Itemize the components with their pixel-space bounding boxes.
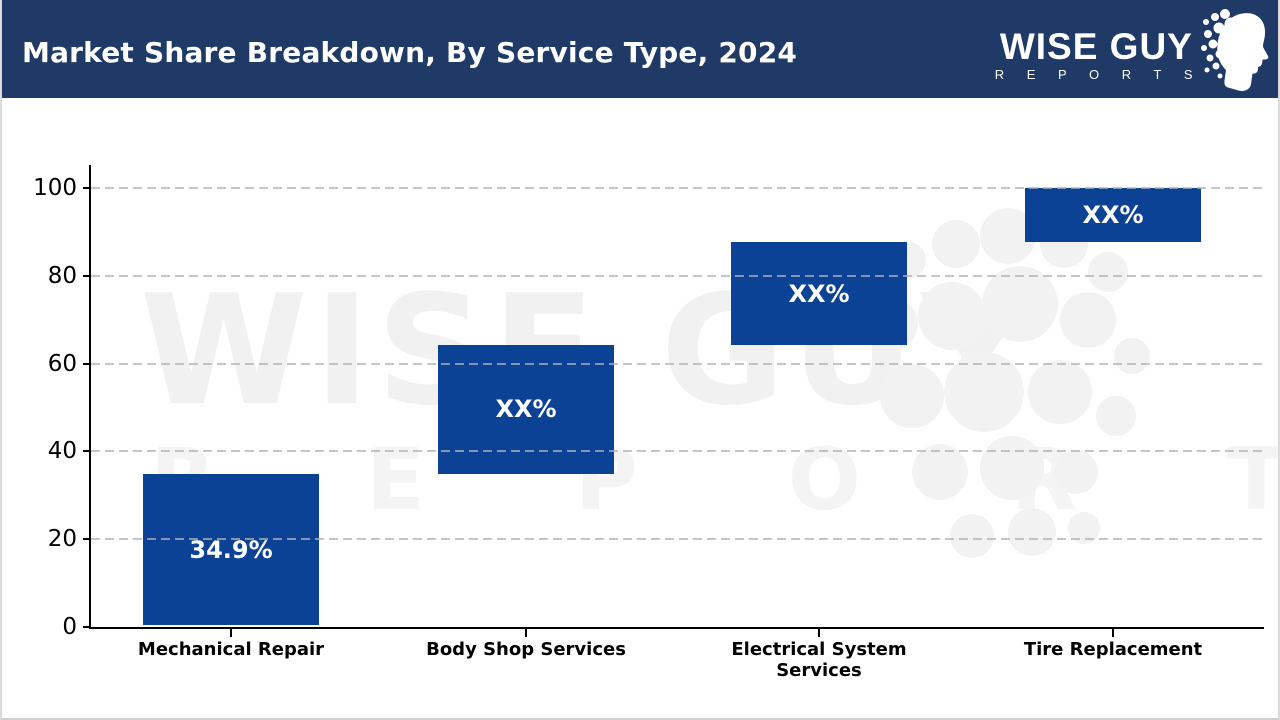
logo-subtitle: R E P O R T S (994, 67, 1202, 82)
y-tick-mark (83, 626, 91, 628)
x-tick-mark (818, 629, 820, 637)
wise-guy-reports-logo: WISE GUY R E P O R T S (995, 6, 1270, 94)
logo-wordmark: WISE GUY (999, 26, 1193, 67)
category-label: Electrical System Services (731, 639, 907, 681)
y-tick-label: 60 (47, 350, 77, 377)
bar-mechanical-repair (143, 473, 319, 625)
dotted-head-profile-watermark (866, 208, 1150, 558)
y-axis-line (89, 165, 91, 629)
x-tick-mark (525, 629, 527, 637)
y-tick-label: 80 (47, 262, 77, 289)
y-tick-label: 0 (62, 614, 77, 640)
logo-text: WISE GUY R E P O R T S (991, 28, 1202, 82)
category-label: Tire Replacement (1023, 639, 1203, 660)
bar-value-label: XX% (495, 395, 557, 424)
bar-tire-replacement (1025, 188, 1201, 243)
y-tick-mark (83, 187, 91, 189)
x-tick-mark (230, 629, 232, 637)
x-tick-mark (1112, 629, 1114, 637)
y-tick-mark (83, 274, 91, 277)
y-tick-label: 20 (47, 526, 77, 553)
y-tick-mark (83, 538, 91, 541)
plot-area: 34.9% Mechanical Repair XX% Body Shop Servi… (2, 98, 1278, 718)
header-banner: Market Share Breakdown, By Service Type,… (2, 0, 1278, 98)
y-tick-mark (83, 362, 91, 365)
gridline-y-40 (91, 450, 1264, 453)
gridline-y-100 (91, 187, 1264, 189)
bar-value-label: XX% (1082, 201, 1144, 230)
bar-value-label: XX% (788, 279, 850, 308)
chart-title: Market Share Breakdown, By Service Type,… (22, 36, 798, 69)
y-tick-label: 40 (47, 438, 77, 465)
gridline-y-60 (91, 362, 1264, 365)
bar-electrical-system-services (731, 242, 907, 345)
category-label: Body Shop Services (426, 639, 626, 660)
y-tick-mark (83, 450, 91, 453)
x-axis-line (89, 627, 1264, 629)
dotted-head-profile-icon (1201, 9, 1269, 91)
y-tick-label: 100 (33, 175, 77, 201)
gridline-y-20 (91, 538, 1264, 541)
gridline-y-80 (91, 274, 1264, 277)
bar-value-label: 34.9% (189, 536, 273, 565)
category-label: Mechanical Repair (137, 639, 325, 660)
